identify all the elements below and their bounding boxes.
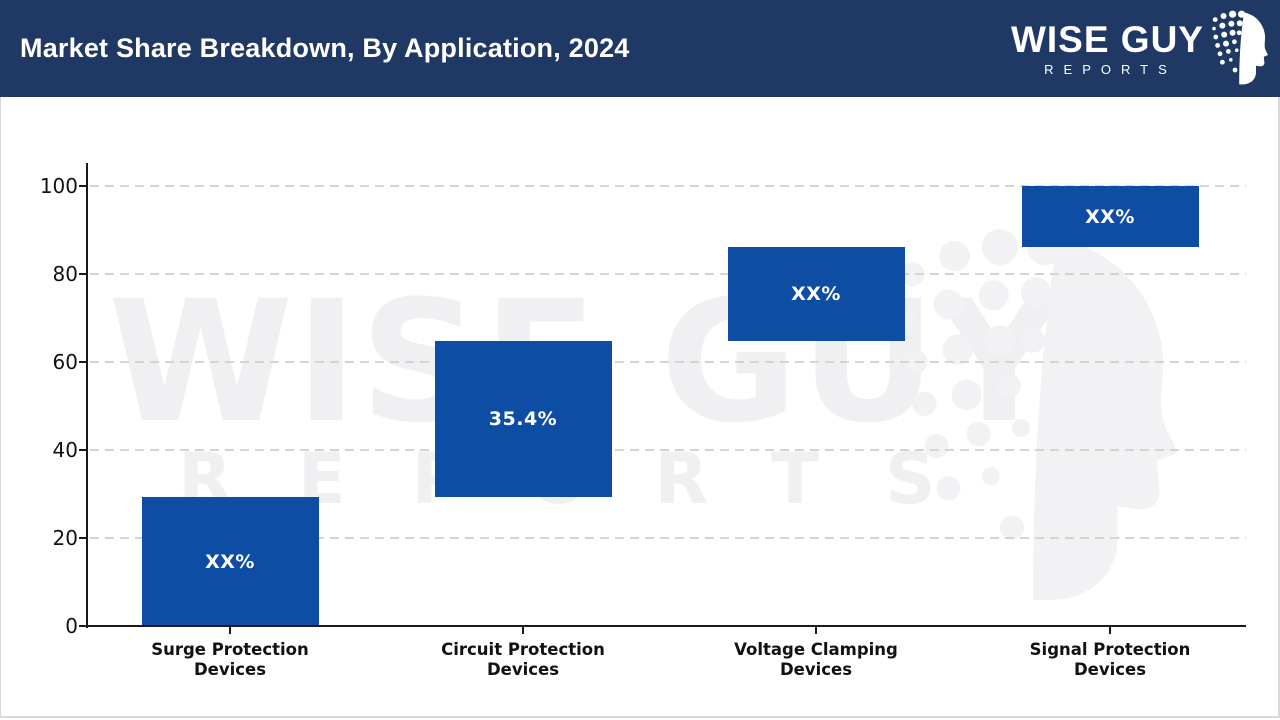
y-tick-label-80: 80 <box>52 262 78 286</box>
y-tick-label-20: 20 <box>52 526 78 550</box>
bar-segment-3: XX% <box>727 247 905 342</box>
category-label-1: Surge Protection Devices <box>115 640 345 680</box>
y-tick-mark-60 <box>79 361 88 363</box>
wise-guy-reports-logo: WISE GUY REPORTS <box>1011 8 1268 90</box>
bar-segment-1: XX% <box>141 497 319 626</box>
header-bar: Market Share Breakdown, By Application, … <box>0 0 1280 97</box>
logo-wordmark-line1: WISE GUY <box>1010 18 1204 60</box>
frame-bottom-edge <box>0 716 1280 718</box>
y-tick-label-100: 100 <box>39 174 78 198</box>
category-label-3: Voltage Clamping Devices <box>701 640 931 680</box>
bar-value-label-3: XX% <box>791 283 841 306</box>
page-title: Market Share Breakdown, By Application, … <box>20 33 630 63</box>
gridline-100 <box>90 185 1246 187</box>
logo-wordmark-line2: REPORTS <box>1044 61 1177 77</box>
bar-segment-4: XX% <box>1021 186 1199 248</box>
gridline-20 <box>90 537 1246 539</box>
y-tick-label-60: 60 <box>52 350 78 374</box>
category-label-4: Signal Protection Devices <box>995 640 1225 680</box>
category-label-line: Devices <box>193 660 267 679</box>
y-tick-label-0: 0 <box>65 614 78 638</box>
y-tick-mark-40 <box>79 449 88 451</box>
category-label-line: Surge Protection <box>151 640 309 659</box>
x-tick-mark-2 <box>522 627 524 634</box>
frame-left-edge <box>0 97 1 718</box>
logo-wordmark: WISE GUY REPORTS <box>1011 21 1204 77</box>
bar-segment-2: 35.4% <box>434 341 612 498</box>
y-tick-label-40: 40 <box>52 438 78 462</box>
logo-head-icon <box>1212 10 1268 84</box>
frame-right-edge <box>1278 97 1280 718</box>
y-tick-mark-0 <box>79 625 88 627</box>
watermark-head-icon <box>897 229 1178 600</box>
gridline-40 <box>90 449 1246 451</box>
x-tick-mark-1 <box>229 627 231 634</box>
category-label-line: Voltage Clamping <box>734 640 898 659</box>
category-label-line: Circuit Protection <box>441 640 605 659</box>
y-tick-mark-80 <box>79 273 88 275</box>
y-tick-mark-20 <box>79 537 88 539</box>
x-axis-line <box>86 625 1246 627</box>
y-axis-line <box>86 163 88 628</box>
category-label-line: Signal Protection <box>1029 640 1191 659</box>
bar-value-label-2: 35.4% <box>488 408 558 431</box>
category-label-line: Devices <box>779 660 853 679</box>
x-tick-mark-4 <box>1109 627 1111 634</box>
category-label-2: Circuit Protection Devices <box>408 640 638 680</box>
bar-value-label-4: XX% <box>1085 205 1135 228</box>
gridline-60 <box>90 361 1246 363</box>
y-tick-mark-100 <box>79 185 88 187</box>
category-label-line: Devices <box>486 660 560 679</box>
bar-value-label-1: XX% <box>205 550 255 573</box>
category-label-line: Devices <box>1073 660 1147 679</box>
gridline-80 <box>90 273 1246 275</box>
x-tick-mark-3 <box>815 627 817 634</box>
